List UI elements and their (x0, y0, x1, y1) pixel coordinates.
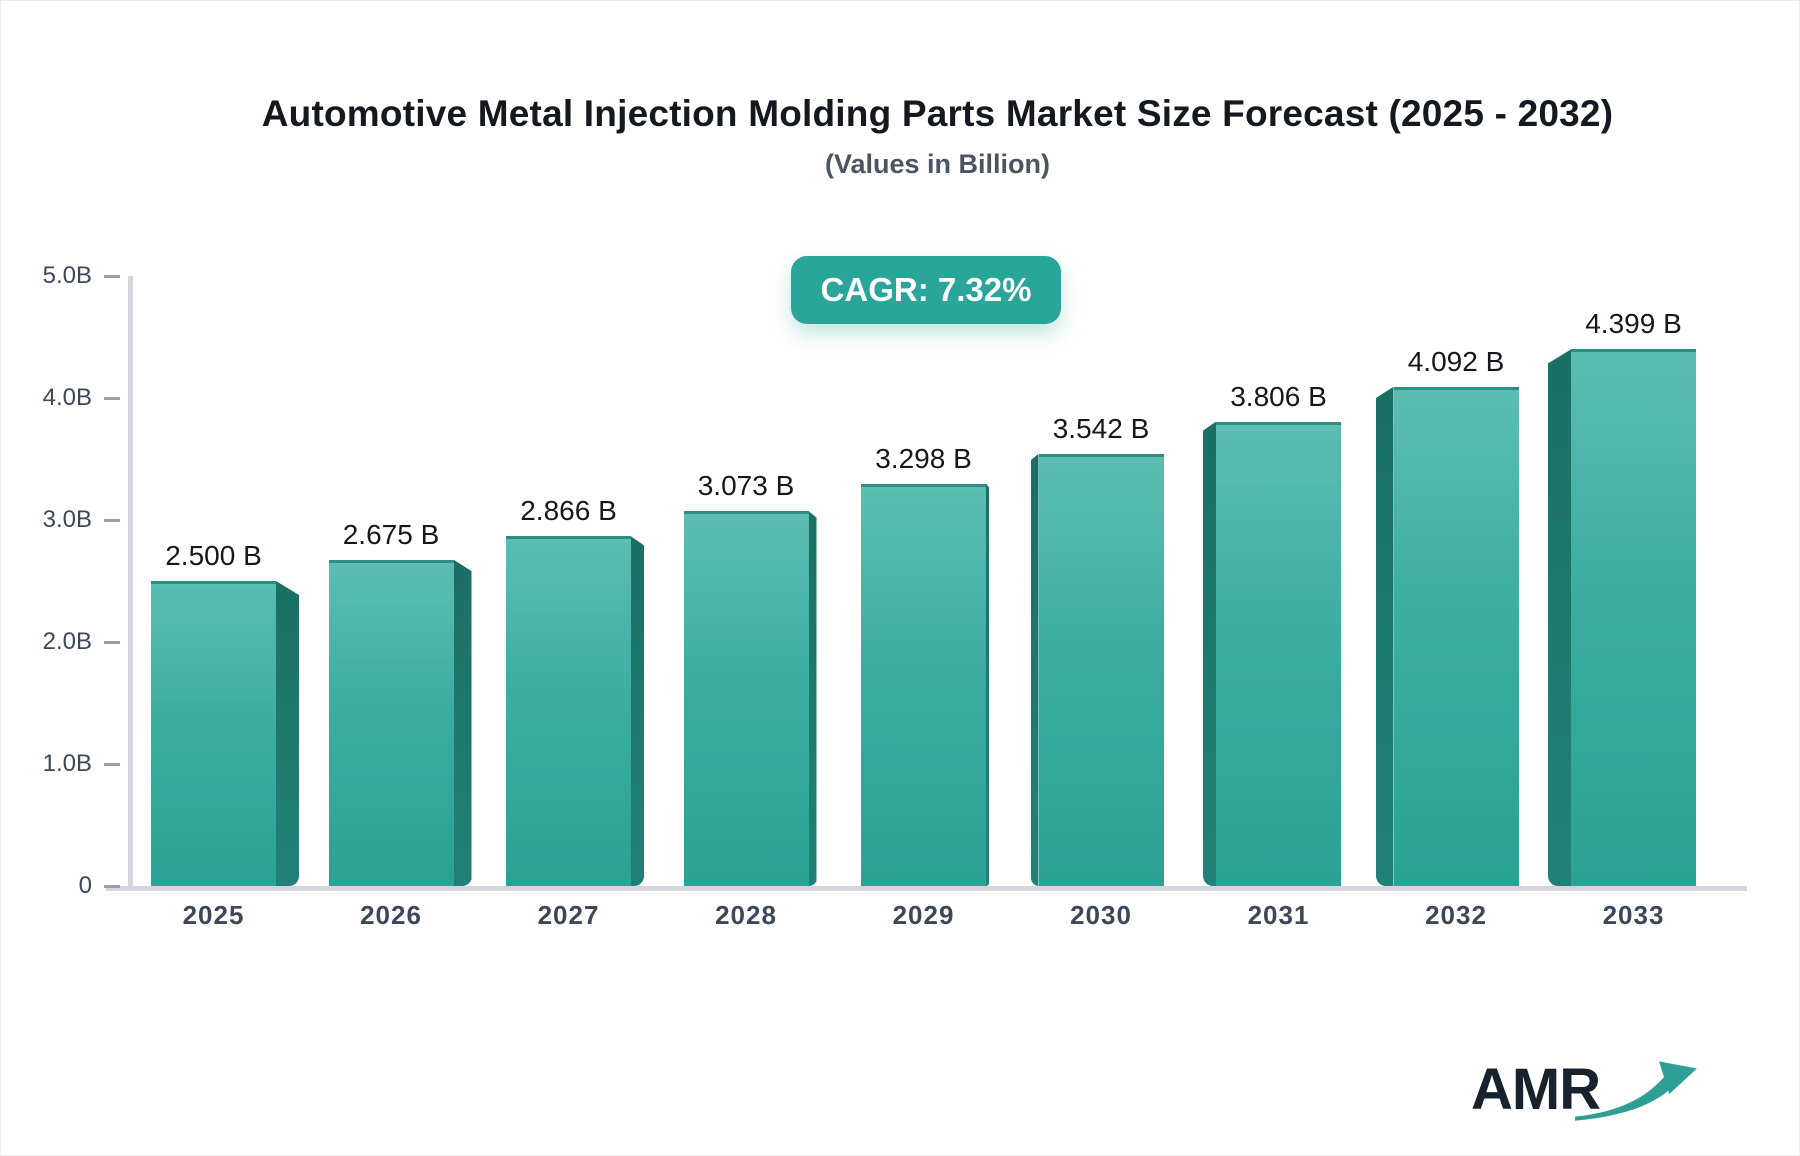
bar-value-label: 3.806 B (1230, 380, 1327, 412)
bar-side-face (1030, 453, 1039, 886)
y-tick-label: 3.0B (42, 506, 92, 533)
bar-2027 (506, 536, 644, 886)
chart-subtitle: (Values in Billion) (824, 149, 1051, 179)
bar-main-face (151, 581, 276, 886)
x-axis-label-2029: 2029 (892, 900, 955, 930)
bar-value-label: 2.866 B (520, 495, 617, 527)
x-axis-label-2032: 2032 (1425, 900, 1487, 930)
y-tick-label: 0 (78, 872, 92, 899)
y-tick-label: 2.0B (42, 628, 92, 655)
x-axis-label-2026: 2026 (360, 900, 422, 930)
bar-value-label: 3.542 B (1052, 412, 1150, 444)
y-tick-dash (104, 640, 120, 644)
bar-main-face (861, 483, 986, 886)
growth-arrow-icon (1575, 1061, 1697, 1121)
bar-main-face (1216, 421, 1341, 886)
bar-side-face (276, 581, 299, 886)
plot-area: 0 1.0B 2.0B 3.0B 4.0B 5.0B 2.500 B 2025 2.675 B… (43, 264, 1747, 930)
x-axis-label-2031: 2031 (1247, 900, 1310, 930)
bar-value-label: 4.092 B (1407, 345, 1505, 377)
bar-main-face (1571, 349, 1696, 886)
bar-side-face (808, 511, 817, 886)
bar-main-face (1038, 453, 1164, 886)
y-tick-label: 1.0B (42, 750, 92, 777)
y-tick-label: 5.0B (42, 262, 92, 289)
x-axis-label-2027: 2027 (537, 900, 600, 930)
y-tick-dash (104, 884, 120, 888)
bar-side-face (631, 536, 644, 886)
amr-logo-text: AMR (1471, 1057, 1601, 1122)
x-axis-label-2025: 2025 (182, 900, 245, 930)
bar-value-label: 4.399 B (1585, 308, 1682, 340)
x-axis-label-2028: 2028 (715, 900, 777, 930)
cagr-badge-label: CAGR: 7.32% (820, 271, 1032, 308)
bar-value-label: 2.675 B (342, 518, 440, 550)
x-axis-line (106, 886, 1747, 891)
bar-2026 (328, 559, 472, 886)
x-axis-label-2033: 2033 (1602, 900, 1665, 930)
bar-value-label: 2.500 B (165, 540, 262, 571)
y-tick-dash (104, 274, 120, 278)
bar-value-label: 3.298 B (875, 442, 972, 474)
bar-main-face (683, 511, 809, 886)
bar-2030 (1030, 453, 1164, 886)
y-tick-label: 4.0B (42, 384, 92, 411)
bar-main-face (1393, 386, 1519, 886)
y-tick-dash (104, 396, 120, 400)
bar-side-face (1375, 386, 1394, 886)
bar-2032 (1375, 386, 1519, 886)
y-axis-line (128, 276, 133, 886)
bar-main-face (328, 559, 454, 886)
bar-value-label: 3.073 B (697, 470, 795, 502)
y-tick-dash (104, 762, 120, 766)
bar-side-face (453, 559, 472, 886)
amr-logo: AMR (1471, 1051, 1701, 1121)
bar-side-face (986, 483, 989, 886)
bar-2028 (683, 511, 817, 886)
chart-title: Automotive Metal Injection Molding Parts… (261, 93, 1614, 134)
bar-side-face (1548, 349, 1571, 886)
cagr-badge: CAGR: 7.32% (791, 256, 1061, 324)
bar-2025 (151, 581, 299, 886)
bar-2033 (1548, 349, 1696, 886)
bar-2029 (861, 483, 989, 886)
bar-side-face (1203, 421, 1216, 886)
x-axis-label-2030: 2030 (1070, 900, 1132, 930)
bar-2031 (1203, 421, 1341, 886)
y-tick-dash (104, 518, 120, 522)
chart-header: Automotive Metal Injection Molding Parts… (134, 93, 1741, 180)
bar-main-face (506, 536, 631, 886)
